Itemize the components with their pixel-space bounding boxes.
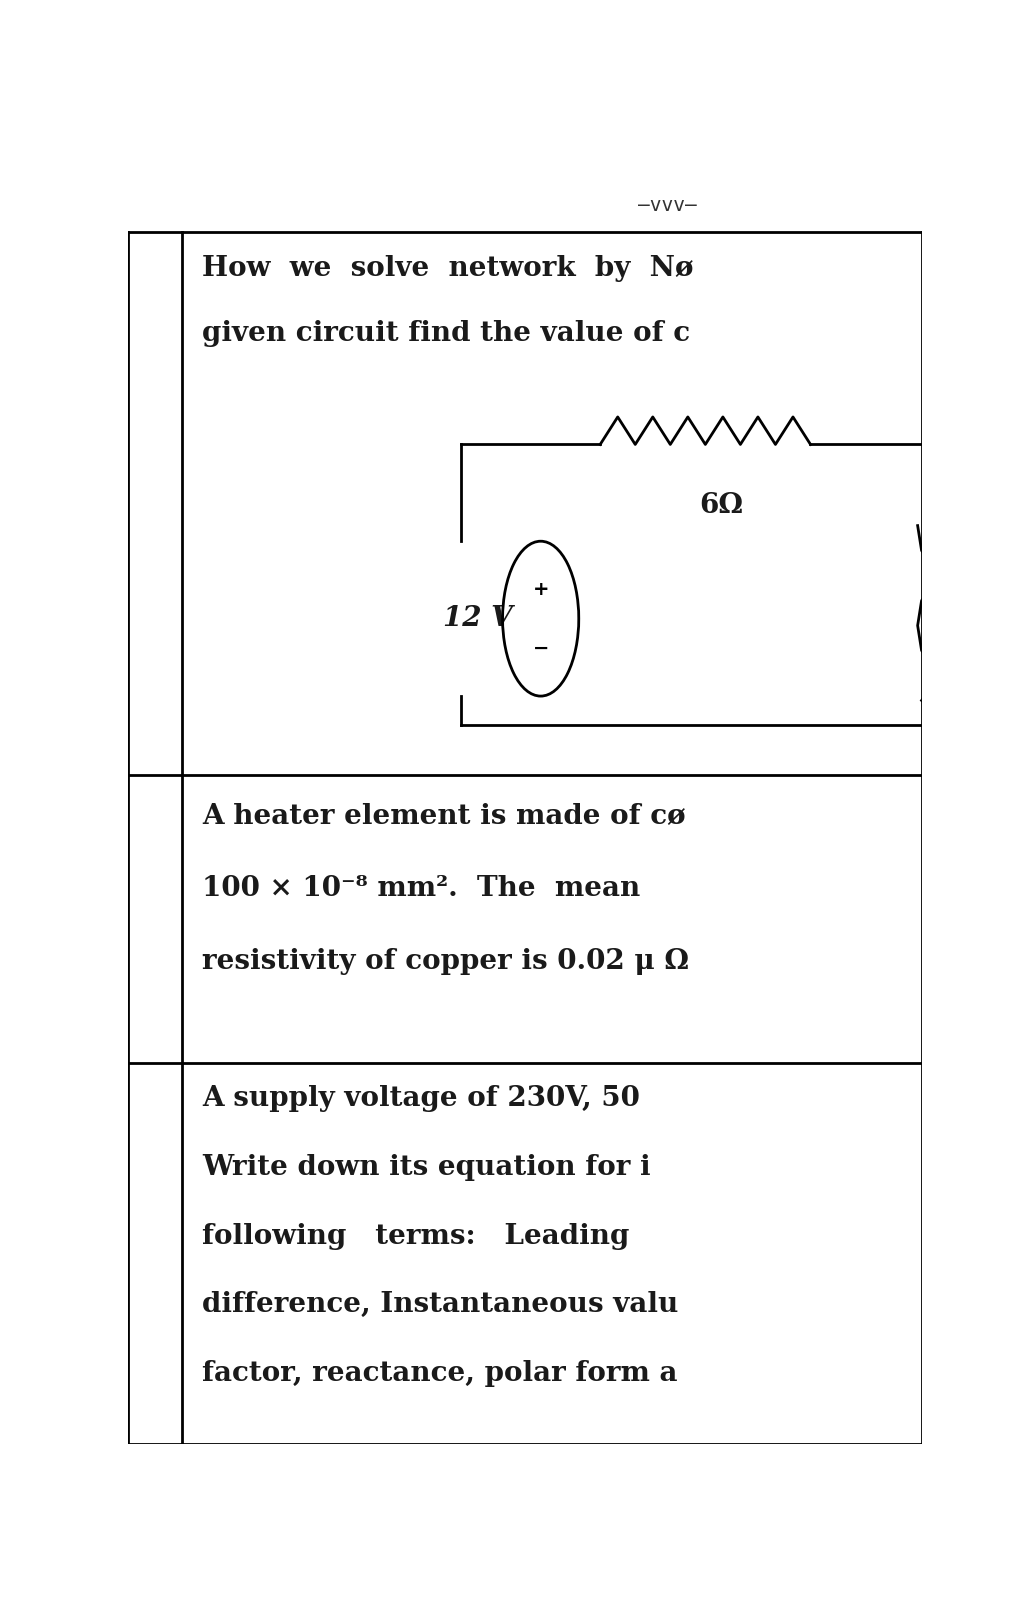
Text: factor, reactance, polar form a: factor, reactance, polar form a [202,1359,677,1387]
Text: −: − [532,639,549,657]
Text: 12 V: 12 V [443,605,513,633]
Text: resistivity of copper is 0.02 μ Ω: resistivity of copper is 0.02 μ Ω [202,947,689,975]
Text: A supply voltage of 230V, 50: A supply voltage of 230V, 50 [202,1085,640,1113]
Text: How  we  solve  network  by  Nø: How we solve network by Nø [202,255,693,282]
Text: given circuit find the value of c: given circuit find the value of c [202,320,690,347]
Text: +: + [532,579,549,599]
Text: following   terms:   Leading: following terms: Leading [202,1223,629,1249]
Text: 100 × 10⁻⁸ mm².  The  mean: 100 × 10⁻⁸ mm². The mean [202,876,640,902]
Text: difference, Instantaneous valu: difference, Instantaneous valu [202,1291,678,1319]
Text: Write down its equation for i: Write down its equation for i [202,1153,650,1181]
Text: A heater element is made of cø: A heater element is made of cø [202,803,685,830]
Text: 6Ω: 6Ω [699,491,743,519]
Text: —vvv—: —vvv— [638,196,697,214]
